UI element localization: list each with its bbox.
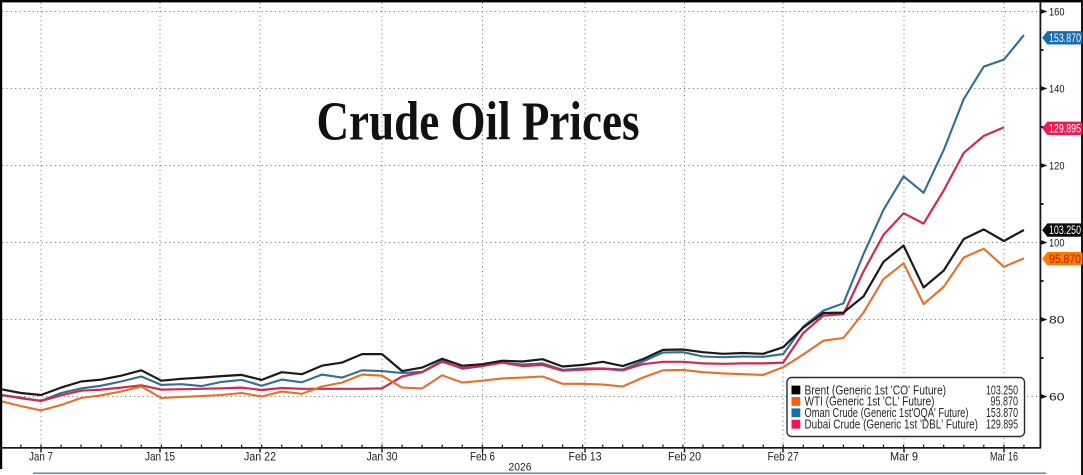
svg-text:2026: 2026 — [509, 462, 532, 474]
svg-text:129.895: 129.895 — [986, 418, 1018, 432]
svg-text:Jan 22: Jan 22 — [244, 450, 276, 464]
svg-text:80: 80 — [1049, 314, 1065, 326]
svg-text:95.870: 95.870 — [1049, 254, 1081, 266]
svg-text:Jan 30: Jan 30 — [367, 450, 398, 464]
svg-text:140: 140 — [1049, 83, 1065, 95]
svg-text:Feb 13: Feb 13 — [569, 450, 602, 464]
svg-text:120: 120 — [1049, 160, 1065, 172]
svg-text:153.870: 153.870 — [1049, 33, 1081, 45]
svg-text:103.250: 103.250 — [1049, 225, 1081, 237]
svg-text:Feb 20: Feb 20 — [668, 450, 701, 464]
svg-text:153.870: 153.870 — [986, 406, 1018, 420]
svg-text:129.895: 129.895 — [1049, 123, 1081, 135]
svg-text:60: 60 — [1049, 391, 1065, 403]
svg-text:Mar 16: Mar 16 — [990, 450, 1018, 464]
svg-text:WTI (Generic 1st 'CL' Future): WTI (Generic 1st 'CL' Future) — [805, 395, 935, 409]
svg-text:95.870: 95.870 — [991, 395, 1019, 409]
svg-text:100: 100 — [1049, 237, 1065, 249]
svg-text:103.250: 103.250 — [986, 383, 1018, 397]
svg-text:Feb 6: Feb 6 — [470, 450, 495, 464]
svg-text:Dubai Crude (Generic 1st 'DBL': Dubai Crude (Generic 1st 'DBL' Future) — [805, 418, 979, 432]
svg-text:Feb 27: Feb 27 — [768, 450, 799, 464]
svg-text:Jan 7: Jan 7 — [29, 450, 53, 464]
svg-text:Jan 15: Jan 15 — [145, 450, 175, 464]
svg-text:160: 160 — [1049, 6, 1065, 18]
svg-text:Oman Crude (Generic 1st'OQA' F: Oman Crude (Generic 1st'OQA' Future) — [805, 406, 969, 420]
svg-text:Mar 9: Mar 9 — [890, 450, 918, 464]
svg-text:Crude Oil Prices: Crude Oil Prices — [317, 91, 640, 152]
svg-text:Brent (Generic 1st 'CO' Future: Brent (Generic 1st 'CO' Future) — [805, 383, 947, 397]
